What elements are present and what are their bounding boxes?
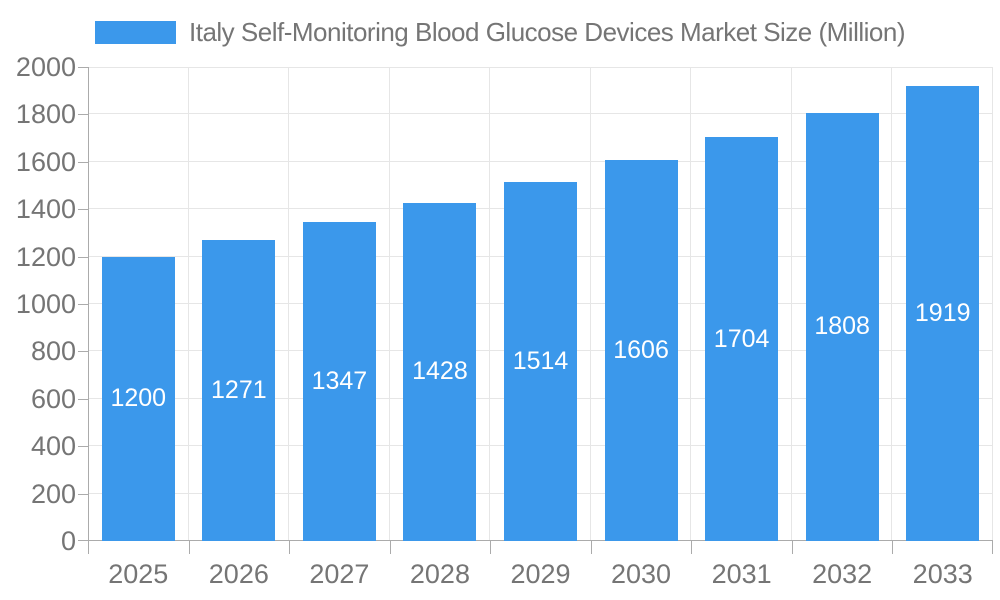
v-gridline bbox=[288, 67, 290, 541]
v-gridline bbox=[891, 67, 893, 541]
h-gridline bbox=[88, 160, 993, 162]
h-gridline bbox=[88, 67, 993, 68]
x-tick bbox=[691, 541, 693, 554]
bar-value-label: 1347 bbox=[311, 366, 368, 395]
x-tick bbox=[188, 541, 190, 554]
v-gridline bbox=[489, 67, 491, 541]
x-tick-label: 2026 bbox=[208, 559, 269, 589]
bar-value-label: 1606 bbox=[613, 336, 669, 365]
v-gridline bbox=[992, 67, 993, 541]
bar[interactable]: 1919 bbox=[906, 86, 980, 541]
x-tick-label: 2027 bbox=[309, 559, 370, 589]
x-tick bbox=[590, 541, 592, 554]
x-tick-label: 2030 bbox=[611, 559, 672, 589]
bar-value-label: 1271 bbox=[211, 375, 267, 404]
y-tick bbox=[78, 67, 88, 68]
x-tick-label: 2028 bbox=[409, 559, 470, 589]
y-tick bbox=[78, 114, 88, 116]
x-tick-label: 2029 bbox=[510, 559, 571, 589]
bar[interactable]: 1606 bbox=[604, 160, 678, 541]
y-tick-label: 200 bbox=[30, 478, 76, 509]
bar[interactable]: 1271 bbox=[202, 239, 276, 541]
bar[interactable]: 1704 bbox=[705, 137, 779, 541]
y-tick bbox=[78, 446, 88, 448]
legend-swatch bbox=[95, 20, 176, 44]
y-tick bbox=[78, 256, 88, 258]
x-tick bbox=[88, 541, 89, 554]
bar-value-label: 1200 bbox=[110, 384, 167, 413]
x-tick-label: 2032 bbox=[812, 559, 873, 589]
bar-value-label: 1514 bbox=[512, 347, 569, 376]
y-tick-label: 2000 bbox=[15, 52, 76, 82]
v-gridline bbox=[790, 67, 792, 541]
y-tick bbox=[78, 351, 88, 353]
bar[interactable]: 1808 bbox=[805, 112, 879, 541]
v-gridline bbox=[187, 67, 189, 541]
bar[interactable]: 1200 bbox=[101, 256, 175, 541]
y-axis-line bbox=[88, 67, 89, 541]
bar-value-label: 1704 bbox=[713, 324, 770, 353]
y-tick-label: 1000 bbox=[15, 289, 76, 319]
bar[interactable]: 1347 bbox=[302, 221, 376, 541]
x-tick bbox=[992, 541, 993, 554]
y-tick-label: 1400 bbox=[15, 194, 76, 225]
y-tick-label: 400 bbox=[30, 431, 76, 462]
x-tick bbox=[389, 541, 391, 554]
x-tick-label: 2025 bbox=[108, 559, 169, 589]
bar-value-label: 1919 bbox=[914, 299, 971, 328]
bar[interactable]: 1428 bbox=[403, 202, 477, 541]
y-tick bbox=[78, 540, 88, 541]
bar[interactable]: 1514 bbox=[504, 182, 577, 541]
y-tick bbox=[78, 304, 88, 305]
legend-label: Italy Self-Monitoring Blood Glucose Devi… bbox=[189, 16, 906, 47]
y-tick-label: 1200 bbox=[15, 241, 76, 272]
v-gridline bbox=[589, 67, 591, 541]
y-tick bbox=[78, 493, 88, 495]
x-tick bbox=[892, 541, 894, 554]
bar-value-label: 1428 bbox=[412, 357, 468, 386]
y-tick-label: 0 bbox=[60, 526, 76, 556]
x-tick bbox=[490, 541, 492, 554]
legend-item[interactable]: Italy Self-Monitoring Blood Glucose Devi… bbox=[0, 16, 1000, 47]
x-tick-label: 2033 bbox=[912, 559, 973, 589]
y-tick-label: 1800 bbox=[15, 99, 76, 130]
plot-area: 1200 1271 1347 1428 1514 1606 1704 1808 1919 bbox=[78, 67, 993, 554]
y-tick-label: 1600 bbox=[15, 146, 76, 177]
x-tick bbox=[791, 541, 793, 554]
bar-value-label: 1808 bbox=[814, 312, 870, 341]
y-tick-label: 600 bbox=[30, 383, 76, 414]
v-gridline bbox=[690, 67, 692, 541]
y-tick bbox=[78, 398, 88, 400]
v-gridline bbox=[388, 67, 390, 541]
x-tick-label: 2031 bbox=[711, 559, 772, 589]
y-tick-label: 800 bbox=[30, 336, 76, 367]
y-tick bbox=[78, 209, 88, 211]
h-gridline bbox=[88, 113, 993, 115]
y-tick bbox=[78, 161, 88, 163]
x-tick bbox=[289, 541, 291, 554]
